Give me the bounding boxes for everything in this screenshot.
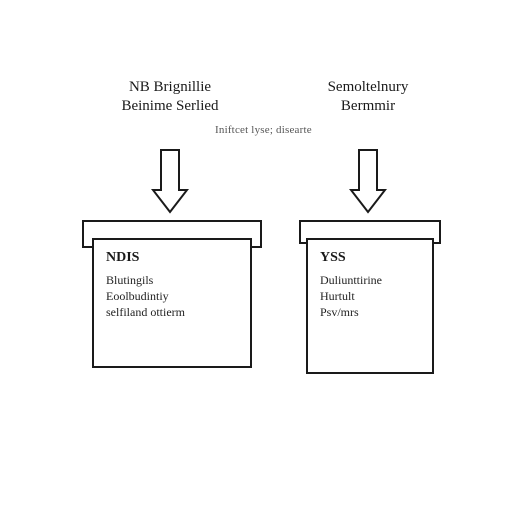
right-box-body: DuliunttirineHurtultPsv/mrs [320,272,422,321]
box-line: Hurtult [320,288,422,304]
left-top-label-line1: NB Brignillie [80,78,260,97]
right-top-label: Semoltelnury Bermmir [288,78,448,116]
right-box: YSS DuliunttirineHurtultPsv/mrs [306,238,434,374]
left-box: NDIS BlutingilsEoolbudintiyselfiland ott… [92,238,252,368]
box-line: Eoolbudintiy [106,288,240,304]
center-caption: Iniftcet lyse; disearte [215,124,312,136]
right-box-title: YSS [320,250,422,266]
box-line: Duliunttirine [320,272,422,288]
box-line: selfiland ottierm [106,304,240,320]
right-top-label-line1: Semoltelnury [288,78,448,97]
left-box-title: NDIS [106,250,240,266]
box-line: Psv/mrs [320,304,422,320]
diagram-canvas: NB Brignillie Beinime Serlied Semoltelnu… [0,0,512,512]
down-arrow-icon [349,148,387,214]
box-line: Blutingils [106,272,240,288]
left-top-label-line2: Beinime Serlied [80,97,260,116]
left-top-label: NB Brignillie Beinime Serlied [80,78,260,116]
right-top-label-line2: Bermmir [288,97,448,116]
left-box-body: BlutingilsEoolbudintiyselfiland ottierm [106,272,240,321]
down-arrow-icon [151,148,189,214]
